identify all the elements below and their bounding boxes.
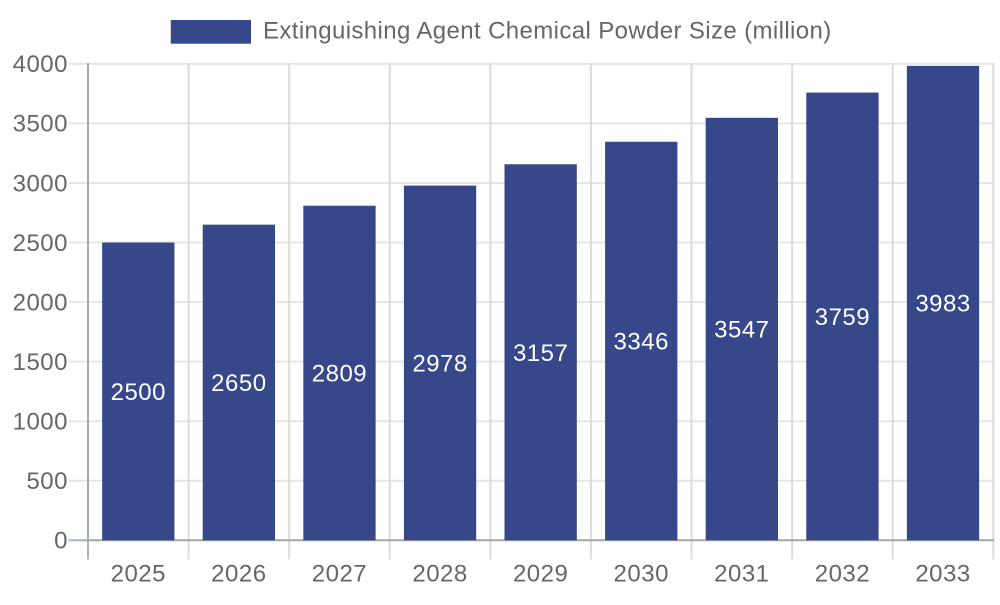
svg-text:2500: 2500: [13, 230, 68, 257]
svg-text:2809: 2809: [312, 361, 367, 388]
svg-text:2978: 2978: [412, 350, 467, 377]
svg-text:2027: 2027: [312, 561, 367, 588]
svg-text:3000: 3000: [13, 170, 68, 197]
svg-text:1000: 1000: [13, 408, 68, 435]
svg-text:2500: 2500: [111, 379, 166, 406]
svg-text:3983: 3983: [915, 291, 970, 318]
svg-text:2029: 2029: [513, 561, 568, 588]
svg-text:Extinguishing Agent Chemical P: Extinguishing Agent Chemical Powder Size…: [263, 18, 832, 45]
svg-text:2032: 2032: [815, 561, 870, 588]
svg-text:0: 0: [54, 528, 68, 555]
svg-text:3759: 3759: [815, 304, 870, 331]
svg-text:2026: 2026: [211, 561, 266, 588]
svg-text:2033: 2033: [915, 561, 970, 588]
svg-text:2031: 2031: [714, 561, 769, 588]
svg-text:500: 500: [26, 468, 68, 495]
svg-text:2025: 2025: [111, 561, 166, 588]
svg-text:2000: 2000: [13, 289, 68, 316]
svg-text:2650: 2650: [211, 370, 266, 397]
svg-text:2028: 2028: [412, 561, 467, 588]
svg-text:3157: 3157: [513, 340, 568, 367]
svg-text:3500: 3500: [13, 111, 68, 138]
svg-text:1500: 1500: [13, 349, 68, 376]
svg-text:4000: 4000: [13, 51, 68, 78]
svg-text:3346: 3346: [614, 329, 669, 356]
svg-text:2030: 2030: [614, 561, 669, 588]
svg-text:3547: 3547: [714, 317, 769, 344]
